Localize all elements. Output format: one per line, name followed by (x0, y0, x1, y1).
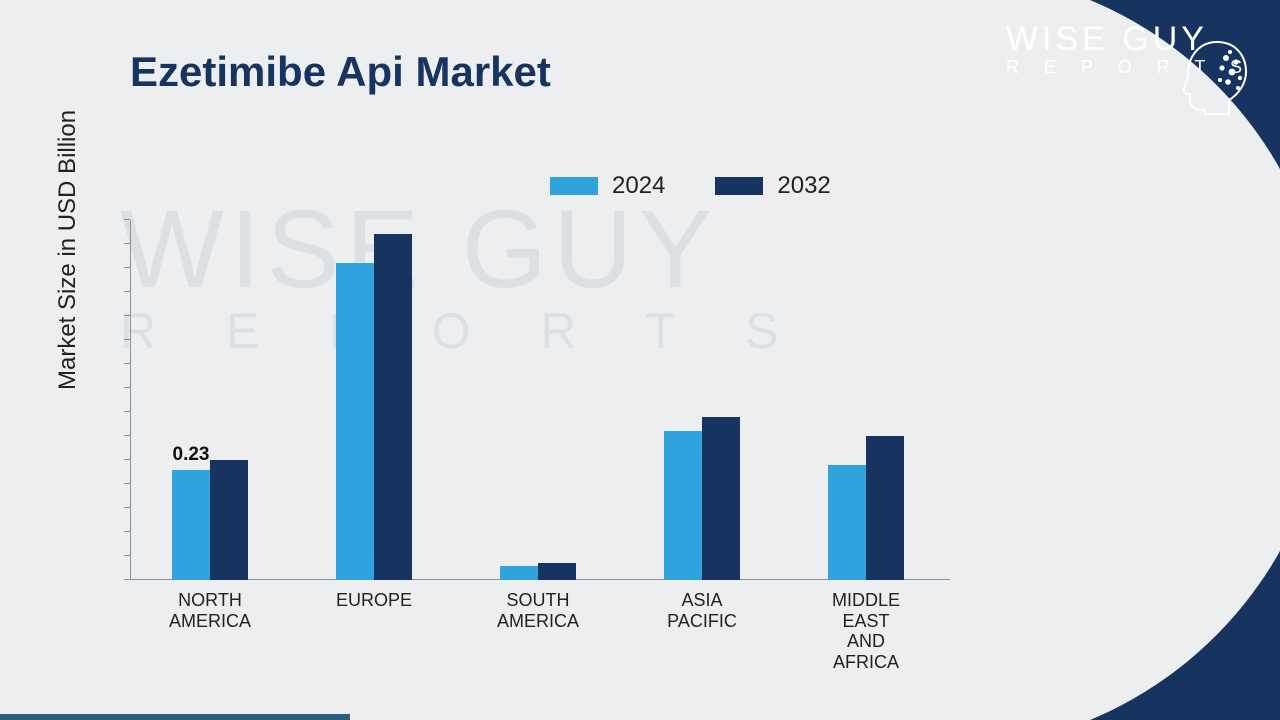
y-tick (124, 459, 130, 460)
head-icon (1182, 38, 1252, 118)
y-tick (124, 267, 130, 268)
chart-title: Ezetimibe Api Market (130, 48, 551, 96)
y-tick (124, 387, 130, 388)
y-tick (124, 339, 130, 340)
legend-label-2024: 2024 (612, 172, 665, 200)
bar (336, 263, 374, 580)
legend: 2024 2032 (550, 172, 831, 200)
legend-item-2024: 2024 (550, 172, 665, 200)
y-tick (124, 315, 130, 316)
category-label: SOUTHAMERICA (468, 590, 608, 631)
legend-item-2032: 2032 (715, 172, 830, 200)
y-tick (124, 507, 130, 508)
y-tick (124, 291, 130, 292)
bar (866, 436, 904, 580)
bar (664, 431, 702, 580)
legend-label-2032: 2032 (777, 172, 830, 200)
bar (210, 460, 248, 580)
value-label: 0.23 (173, 444, 210, 466)
stage: WISE GUY R E P O R T S Ezetimibe Api Mar… (0, 0, 1280, 720)
category-label: EUROPE (304, 590, 444, 611)
bar-chart: NORTHAMERICA0.23 EUROPE SOUTHAMERICA ASIAPA… (130, 220, 950, 580)
y-tick (124, 531, 130, 532)
bar (702, 417, 740, 580)
y-tick (124, 483, 130, 484)
bar-group: EUROPE (314, 234, 434, 580)
category-label: NORTHAMERICA (140, 590, 280, 631)
y-axis (130, 220, 131, 580)
y-tick (124, 243, 130, 244)
y-tick (124, 579, 130, 580)
bar (374, 234, 412, 580)
y-tick (124, 435, 130, 436)
bar (538, 563, 576, 580)
footer-accent-bar (0, 714, 350, 720)
brand-logo: WISE GUY R E P O R T S (1006, 22, 1252, 76)
bar (500, 566, 538, 580)
category-label: MIDDLEEASTANDAFRICA (796, 590, 936, 673)
y-tick (124, 363, 130, 364)
bar-group: MIDDLEEASTANDAFRICA (806, 436, 926, 580)
y-tick (124, 411, 130, 412)
legend-swatch-2024 (550, 177, 598, 195)
bar-group: NORTHAMERICA0.23 (150, 460, 270, 580)
legend-swatch-2032 (715, 177, 763, 195)
category-label: ASIAPACIFIC (632, 590, 772, 631)
bar-group: SOUTHAMERICA (478, 563, 598, 580)
bar (828, 465, 866, 580)
y-tick (124, 555, 130, 556)
bar-group: ASIAPACIFIC (642, 417, 762, 580)
bar (172, 470, 210, 580)
y-tick (124, 219, 130, 220)
y-axis-label: Market Size in USD Billion (54, 110, 82, 390)
